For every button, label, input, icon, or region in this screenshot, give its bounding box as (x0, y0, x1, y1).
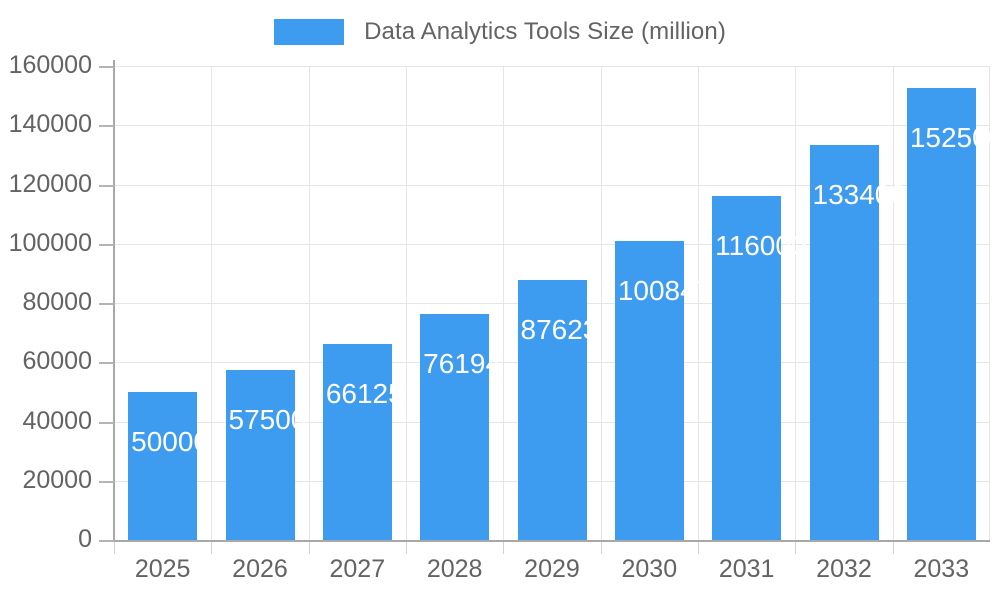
plot-area (114, 66, 990, 541)
gridline-horizontal (114, 125, 990, 127)
gridline-vertical (698, 66, 699, 540)
x-axis-tick (600, 542, 602, 554)
x-axis-tick (406, 542, 407, 554)
y-axis-labels: 0 20000 40000 60000 80000 100000 120000 140000 1… (0, 0, 92, 600)
gridline-horizontal (114, 66, 990, 67)
gridline-horizontal (114, 184, 990, 186)
y-axis-tick-label: 20000 (22, 465, 92, 494)
gridline-vertical (795, 66, 797, 540)
gridline-horizontal (114, 480, 990, 482)
x-axis-tick-label: 2033 (913, 555, 970, 583)
x-axis-tick (892, 542, 894, 554)
y-axis-tick-label: 140000 (8, 110, 92, 139)
gridline-vertical (892, 66, 894, 540)
y-axis-tick-label: 40000 (22, 406, 92, 435)
x-axis-tick (308, 542, 310, 554)
y-axis-tick (99, 480, 114, 483)
gridline-vertical (211, 66, 213, 540)
y-axis-tick (99, 125, 114, 128)
chart-legend: Data Analytics Tools Size (million) (0, 12, 1000, 52)
x-axis-tick (211, 542, 213, 554)
gridline-horizontal (114, 303, 990, 304)
y-axis-tick (99, 303, 114, 305)
y-axis-tick (99, 243, 114, 246)
y-axis-tick (99, 421, 114, 424)
y-axis-tick-label: 60000 (22, 347, 92, 376)
y-axis-tick (99, 362, 114, 365)
gridline-vertical (503, 66, 505, 540)
x-axis-tick (114, 542, 115, 554)
y-axis-tick-label: 120000 (8, 169, 92, 198)
x-axis-line (99, 540, 990, 542)
x-axis-tick-label: 2032 (816, 555, 872, 583)
y-axis-tick (99, 184, 114, 187)
x-axis-tick-label: 2029 (524, 555, 580, 583)
gridline-vertical (308, 66, 310, 540)
y-axis-tick-label: 160000 (8, 51, 92, 79)
x-axis-tick (795, 542, 797, 554)
y-axis-tick-label: 80000 (22, 288, 92, 316)
x-axis-tick-label: 2028 (426, 555, 483, 583)
x-axis-tick (698, 542, 699, 554)
gridline-horizontal (114, 243, 990, 245)
x-axis-tick-label: 2031 (718, 555, 775, 583)
y-axis-tick (99, 540, 114, 542)
x-axis-tick (503, 542, 505, 554)
y-axis-line (113, 60, 115, 541)
y-axis-tick-label: 0 (78, 525, 92, 553)
legend-label[interactable]: Data Analytics Tools Size (million) (364, 18, 726, 45)
x-axis-tick-label: 2027 (329, 555, 386, 583)
gridline-horizontal (114, 421, 990, 423)
x-axis-tick-label: 2025 (134, 555, 191, 583)
gridline-vertical (600, 66, 602, 540)
gridline-vertical (989, 66, 990, 540)
x-axis-tick-label: 2030 (621, 555, 678, 583)
x-axis-tick-label: 2026 (232, 555, 288, 583)
y-axis-tick-label: 100000 (8, 228, 92, 257)
gridline-horizontal (114, 362, 990, 364)
gridline-vertical (406, 66, 407, 540)
y-axis-tick (99, 66, 114, 68)
legend-color-swatch[interactable] (274, 19, 345, 45)
